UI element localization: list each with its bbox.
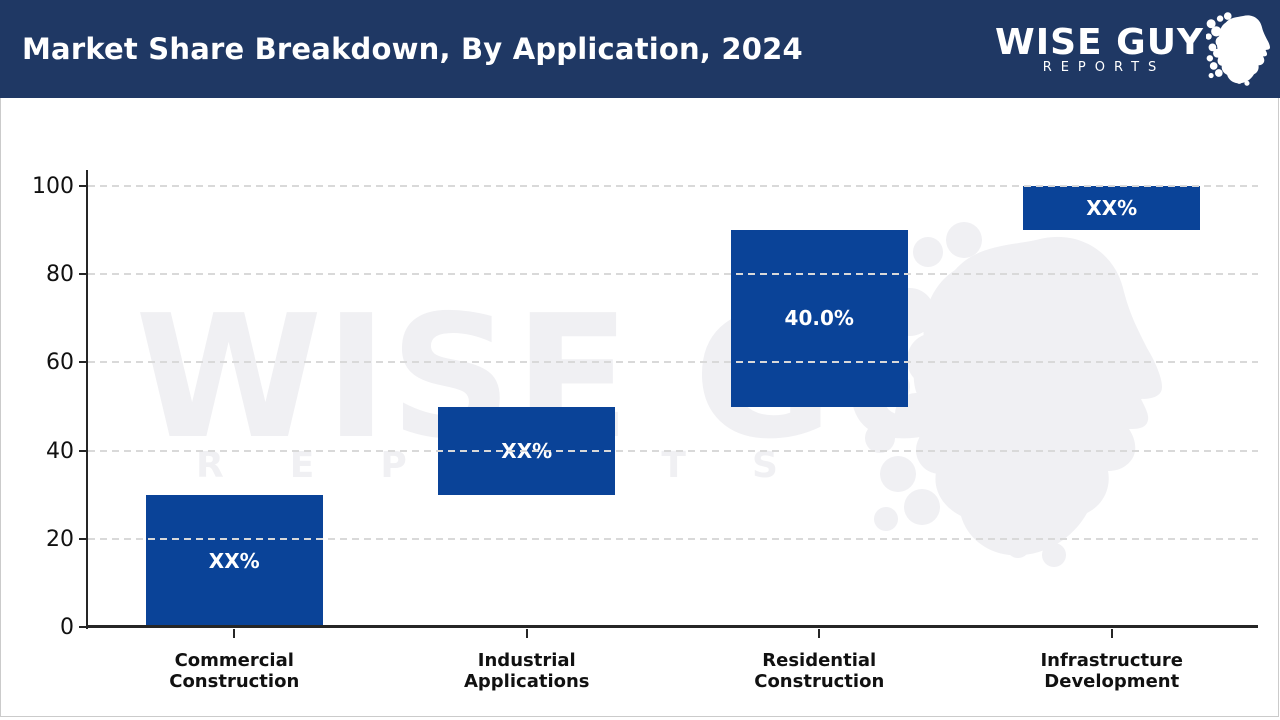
y-tick-label-80: 80 (46, 262, 74, 288)
brand-logo-text: WISE GUY REPORTS (994, 21, 1204, 76)
bar-segment: XX% (145, 494, 323, 627)
y-tick-0 (79, 626, 87, 628)
x-tick-1 (525, 629, 528, 638)
head-silhouette-icon (1206, 12, 1270, 86)
x-tick-2 (818, 629, 821, 638)
gridline-20 (88, 537, 1258, 540)
gridline-80 (88, 273, 1258, 276)
brand-name: WISE GUY (994, 21, 1204, 63)
y-tick-40 (79, 449, 87, 452)
bar-value-label: XX% (208, 548, 260, 573)
gridline-60 (88, 361, 1258, 364)
gridline-100 (88, 185, 1258, 187)
x-category-label: Residential Construction (754, 649, 885, 693)
y-tick-80 (79, 273, 87, 276)
y-tick-label-40: 40 (46, 438, 74, 464)
y-tick-label-100: 100 (32, 174, 74, 199)
bar-segment: 40.0% (730, 230, 908, 407)
x-tick-3 (1110, 629, 1113, 638)
header-bar: Market Share Breakdown, By Application, … (0, 0, 1280, 98)
y-tick-20 (79, 537, 87, 540)
brand-logo: WISE GUY REPORTS (995, 12, 1280, 86)
y-axis-line (86, 170, 88, 629)
y-tick-label-20: 20 (46, 526, 74, 552)
bar-value-label: XX% (1086, 196, 1138, 221)
page-title: Market Share Breakdown, By Application, … (22, 32, 803, 66)
plot-area: 0 20 40 60 80 100 XX% XX% 40.0% XX% Commercial Con… (32, 170, 1258, 692)
brand-subtitle: REPORTS (1042, 60, 1166, 76)
x-category-label: Commercial Construction (169, 649, 300, 693)
x-category-label: Industrial Applications (463, 649, 590, 693)
y-tick-60 (79, 361, 87, 364)
x-tick-0 (233, 629, 236, 638)
y-tick-100 (79, 185, 87, 187)
x-axis-line (86, 625, 1258, 628)
bar-segment: XX% (1023, 186, 1201, 231)
y-tick-label-60: 60 (46, 350, 74, 376)
y-tick-label-0: 0 (60, 615, 74, 640)
gridline-40 (88, 449, 1258, 452)
bar-value-label: 40.0% (784, 306, 854, 331)
watermark-head-silhouette-icon (862, 222, 1162, 567)
x-category-label: Infrastructure Development (1040, 649, 1184, 693)
